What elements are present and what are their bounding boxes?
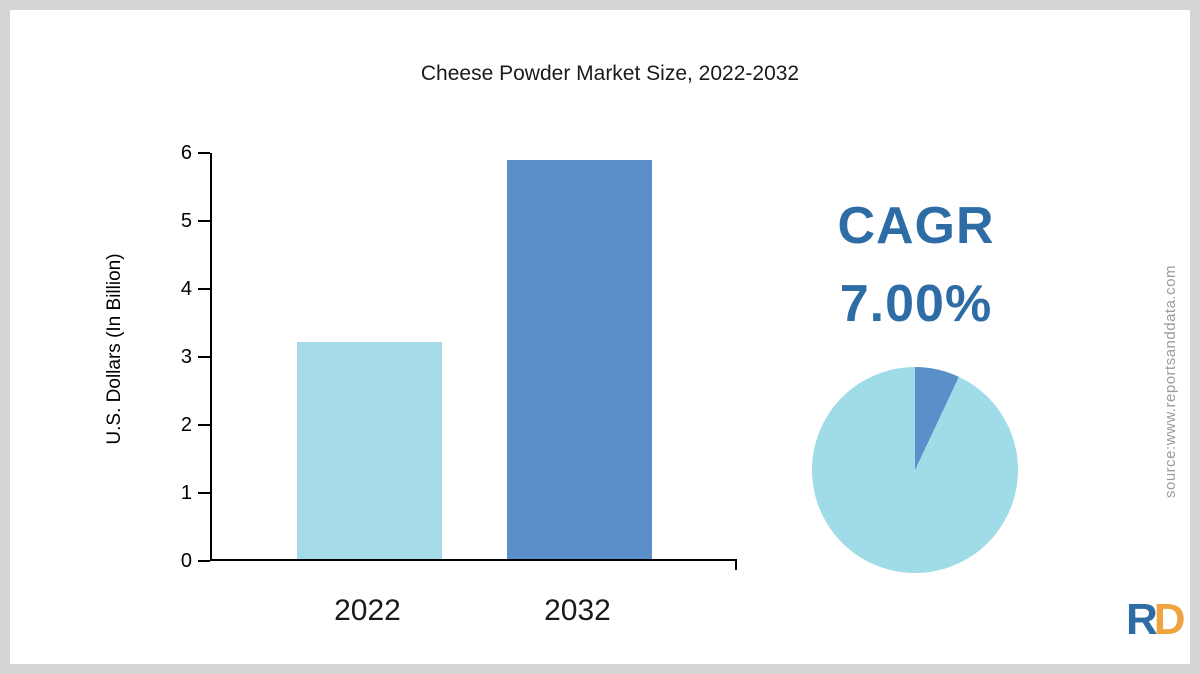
y-tick-mark bbox=[198, 424, 210, 426]
bar-2022 bbox=[297, 342, 442, 559]
cagr-pie bbox=[812, 367, 1018, 573]
y-tick-label: 2 bbox=[180, 414, 192, 436]
y-tick-label: 1 bbox=[180, 482, 192, 504]
chart-title: Cheese Powder Market Size, 2022-2032 bbox=[420, 62, 800, 85]
y-axis-title: U.S. Dollars (In Billion) bbox=[104, 253, 125, 445]
y-tick-mark bbox=[198, 560, 210, 562]
logo-letter-r: R bbox=[1126, 595, 1158, 644]
plot-area bbox=[210, 153, 737, 561]
y-tick-mark bbox=[198, 288, 210, 290]
cagr-label: CAGR bbox=[837, 197, 995, 255]
y-tick-label: 6 bbox=[180, 142, 192, 164]
logo-letter-d: D bbox=[1153, 595, 1186, 644]
cagr-value: 7.00% bbox=[839, 275, 993, 333]
y-tick-label: 3 bbox=[180, 346, 192, 368]
x-axis-end-tick bbox=[735, 561, 737, 570]
y-tick-label: 5 bbox=[180, 210, 192, 232]
y-tick-label: 0 bbox=[180, 550, 192, 572]
y-tick-mark bbox=[198, 492, 210, 494]
bar-2032 bbox=[507, 159, 652, 559]
y-tick-mark bbox=[198, 220, 210, 222]
y-tick-mark bbox=[198, 356, 210, 358]
source-attribution: source:www.reportsanddata.com bbox=[1162, 265, 1179, 498]
x-category-label-2022: 2022 bbox=[334, 594, 401, 627]
y-tick-label: 4 bbox=[180, 278, 192, 300]
reports-and-data-logo: RD bbox=[1126, 598, 1186, 642]
x-category-label-2032: 2032 bbox=[544, 594, 611, 627]
y-tick-mark bbox=[198, 152, 210, 154]
